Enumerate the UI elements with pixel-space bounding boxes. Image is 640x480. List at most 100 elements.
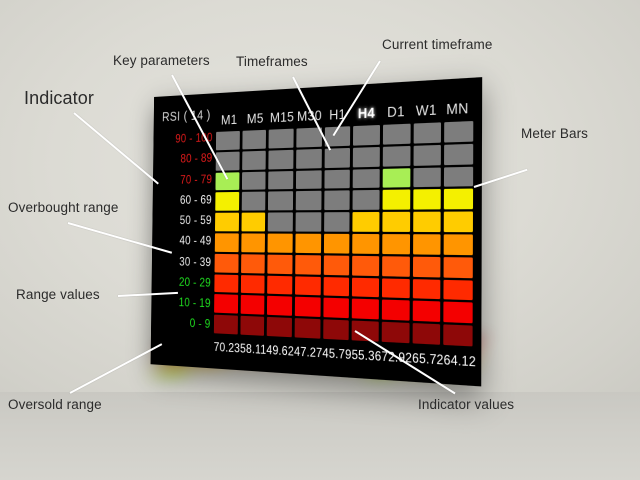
meter-cell-m30-0 <box>296 127 322 148</box>
meter-cell-h4-1 <box>353 146 380 167</box>
meter-cell-m30-2 <box>295 169 322 190</box>
meter-cell-m1-9 <box>213 314 238 335</box>
meter-cell-mn-9 <box>443 324 473 347</box>
meter-cell-m5-2 <box>241 171 266 191</box>
meter-column-d1[interactable] <box>381 123 411 344</box>
timeframe-header-w1[interactable]: W1 <box>415 101 437 119</box>
meter-cell-d1-8 <box>381 299 410 321</box>
meter-cell-m30-3 <box>295 191 322 211</box>
meter-cell-m30-1 <box>296 148 322 169</box>
indicator-value-w1: 65.72 <box>412 352 444 368</box>
meter-cell-w1-8 <box>412 300 441 323</box>
timeframe-header-h4[interactable]: H4 <box>357 104 376 122</box>
timeframe-header-m5[interactable]: M5 <box>246 110 264 127</box>
meter-cell-m5-0 <box>242 129 267 150</box>
meter-cell-mn-3 <box>444 188 474 210</box>
meter-cell-m5-5 <box>240 233 266 253</box>
meter-column-m15[interactable] <box>267 128 294 338</box>
meter-cell-d1-9 <box>381 321 410 344</box>
indicator-name-label: RSI ( 14 ) <box>161 107 211 125</box>
meter-cell-h1-6 <box>323 255 350 275</box>
meter-cell-w1-2 <box>413 167 442 188</box>
meter-cell-h1-4 <box>323 212 350 232</box>
timeframe-header-mn[interactable]: MN <box>446 99 469 118</box>
meter-cell-m1-5 <box>214 233 239 252</box>
meter-columns <box>213 120 474 347</box>
meter-cell-mn-6 <box>443 256 473 278</box>
meter-cell-h4-6 <box>352 255 380 276</box>
meter-cell-w1-7 <box>412 278 441 300</box>
meter-cell-m30-7 <box>295 275 321 296</box>
range-label-oversold-7: 20 - 29 <box>178 276 211 290</box>
indicator-value-m15: 49.62 <box>266 344 295 359</box>
meter-cell-h1-2 <box>324 169 351 189</box>
annotation-indicator: Indicator <box>24 88 94 108</box>
meter-cell-h1-9 <box>322 319 350 341</box>
annotation-oversold-range: Oversold range <box>8 397 102 412</box>
meter-cell-m30-5 <box>295 233 321 253</box>
meter-cell-m5-9 <box>240 315 265 336</box>
meter-cell-mn-2 <box>444 166 474 188</box>
meter-column-w1[interactable] <box>412 122 442 345</box>
meter-cell-mn-1 <box>444 143 474 165</box>
meter-cell-h1-3 <box>323 190 351 211</box>
meter-cell-h4-8 <box>352 298 379 320</box>
range-label-neutral-5: 40 - 49 <box>179 235 212 249</box>
meter-column-h4[interactable] <box>351 124 381 342</box>
meter-cell-m15-0 <box>268 128 294 149</box>
meter-cell-w1-4 <box>412 211 442 233</box>
meter-cell-w1-0 <box>413 122 442 144</box>
indicator-value-m30: 47.27 <box>293 345 323 361</box>
meter-cell-m5-7 <box>240 274 265 294</box>
meter-cell-m5-1 <box>241 150 267 170</box>
values-spacer <box>157 345 213 348</box>
meter-cell-m5-3 <box>241 191 266 211</box>
meter-cell-m1-6 <box>214 253 239 273</box>
indicator-value-m1: 70.23 <box>213 341 241 356</box>
meter-cell-m15-3 <box>268 191 294 211</box>
meter-cell-m5-8 <box>240 295 265 315</box>
meter-cell-w1-1 <box>413 144 442 166</box>
meter-column-mn[interactable] <box>443 120 474 347</box>
meter-cell-h1-5 <box>323 233 350 254</box>
meter-cell-h4-7 <box>352 277 380 298</box>
meter-cell-m5-6 <box>240 254 266 274</box>
meter-body: 90 - 100 80 - 89 70 - 79 60 - 69 50 - 59 40 -… <box>158 120 474 347</box>
timeframe-header-m15[interactable]: M15 <box>269 108 295 126</box>
annotation-meter-bars: Meter Bars <box>521 126 589 141</box>
meter-cell-h1-7 <box>323 276 350 297</box>
range-label-neutral-3: 60 - 69 <box>179 194 212 207</box>
meter-cell-h4-2 <box>353 168 380 189</box>
range-label-neutral-6: 30 - 39 <box>179 256 212 269</box>
meter-cell-mn-5 <box>444 234 473 255</box>
meter-cell-h1-8 <box>323 298 350 319</box>
indicator-value-h1: 45.79 <box>322 347 352 363</box>
meter-cell-m1-3 <box>215 192 239 211</box>
timeframe-header-d1[interactable]: D1 <box>387 102 405 121</box>
meter-cell-d1-5 <box>382 234 410 255</box>
meter-cell-m30-9 <box>294 318 321 339</box>
range-scale: 90 - 100 80 - 89 70 - 79 60 - 69 50 - 59 40 -… <box>158 132 216 333</box>
range-label-overbought-1: 80 - 89 <box>180 152 213 166</box>
meter-cell-m15-1 <box>268 149 294 170</box>
meter-cell-d1-7 <box>382 277 410 299</box>
meter-column-h1[interactable] <box>322 126 351 341</box>
meter-cell-m15-2 <box>268 170 294 190</box>
meter-cell-m15-6 <box>267 254 293 274</box>
meter-cell-m15-5 <box>267 233 293 253</box>
timeframe-header-m1[interactable]: M1 <box>220 111 238 128</box>
meter-cell-w1-6 <box>412 256 441 278</box>
meter-cell-m5-4 <box>241 212 266 232</box>
range-label-neutral-4: 50 - 59 <box>179 214 212 228</box>
floor-surface <box>0 392 640 480</box>
meter-column-m30[interactable] <box>294 127 322 339</box>
annotation-range-values: Range values <box>16 287 100 302</box>
meter-cell-m1-8 <box>214 294 238 314</box>
meter-cell-m1-2 <box>215 171 240 191</box>
annotation-timeframes: Timeframes <box>236 54 308 69</box>
meter-cell-d1-1 <box>382 145 411 167</box>
meter-cell-m15-4 <box>268 212 293 232</box>
meter-cell-mn-4 <box>444 211 474 233</box>
meter-column-m5[interactable] <box>240 129 267 336</box>
meter-cell-mn-0 <box>444 120 474 143</box>
